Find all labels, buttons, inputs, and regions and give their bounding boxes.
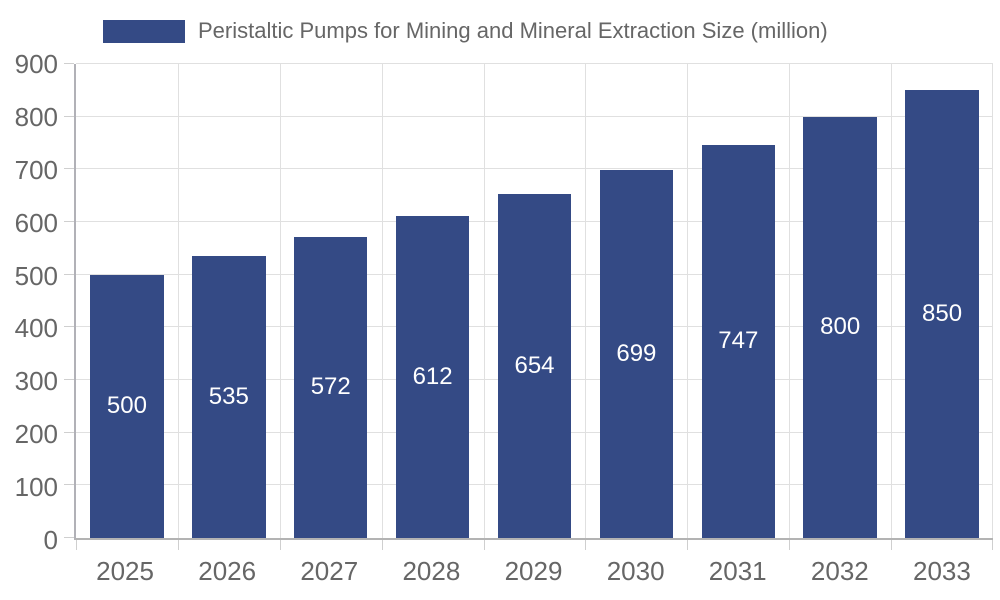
y-tick-label: 400 <box>14 313 58 344</box>
bar-2027[interactable]: 572 <box>294 236 368 538</box>
bar-value-label: 747 <box>718 327 759 355</box>
x-axis-tick <box>585 540 587 550</box>
y-tick-label: 900 <box>14 49 58 79</box>
x-tick-label: 2033 <box>913 556 971 586</box>
bar-value-label: 654 <box>514 351 555 379</box>
bar-value-label: 850 <box>922 300 963 328</box>
y-tick-label: 700 <box>14 154 58 185</box>
bar-2033[interactable]: 850 <box>905 90 979 538</box>
gridline-horizontal <box>76 63 993 64</box>
y-tick-label: 300 <box>14 366 58 397</box>
y-axis-tick <box>64 221 74 223</box>
bar-2029[interactable]: 654 <box>497 193 572 538</box>
x-axis-tick <box>177 540 179 550</box>
bar-value-label: 612 <box>412 362 453 390</box>
y-axis-tick <box>64 431 74 433</box>
gridline-horizontal <box>76 115 993 117</box>
y-axis-tick <box>64 63 74 64</box>
gridline-vertical <box>992 64 993 538</box>
y-axis-tick <box>64 484 74 486</box>
y-tick-label: 500 <box>14 260 58 291</box>
gridline-vertical <box>483 64 485 538</box>
y-tick-label: 200 <box>14 419 58 450</box>
x-tick-label: 2031 <box>708 556 767 586</box>
x-tick-label: 2029 <box>504 556 563 586</box>
x-axis-tick <box>483 540 485 550</box>
x-axis-tick <box>381 540 383 550</box>
x-axis-tick <box>687 540 689 550</box>
bar-value-label: 535 <box>208 383 249 411</box>
legend-label: Peristaltic Pumps for Mining and Mineral… <box>198 18 828 43</box>
bar-2032[interactable]: 800 <box>803 116 877 538</box>
gridline-vertical <box>177 64 179 538</box>
x-axis-labels: 2025 2026 2027 2028 2029 2030 2031 2032 2033 <box>74 556 993 590</box>
x-tick-label: 2026 <box>198 556 257 586</box>
gridline-vertical <box>891 64 893 538</box>
gridline-vertical <box>279 64 281 538</box>
bar-2031[interactable]: 747 <box>701 144 775 538</box>
gridline-vertical <box>585 64 587 538</box>
x-tick-label: 2032 <box>810 556 869 586</box>
x-tick-label: 2028 <box>402 556 461 586</box>
legend-swatch <box>103 19 185 43</box>
x-axis-tick <box>76 540 77 550</box>
bar-value-label: 500 <box>106 392 147 420</box>
legend-item[interactable]: Peristaltic Pumps for Mining and Mineral… <box>103 18 828 44</box>
bar-2028[interactable]: 612 <box>395 215 470 538</box>
y-tick-label: 600 <box>14 207 58 238</box>
gridline-vertical <box>687 64 689 538</box>
x-axis-tick <box>992 540 993 550</box>
bar-value-label: 699 <box>616 339 657 367</box>
y-tick-label: 800 <box>14 101 58 132</box>
bar-2026[interactable]: 535 <box>192 256 266 538</box>
y-axis-tick <box>64 379 74 381</box>
y-axis-tick <box>64 273 74 275</box>
bar-value-label: 572 <box>310 373 351 401</box>
gridline-horizontal <box>76 168 993 170</box>
plot-area: 500 535 572 612 654 699 747 800 850 <box>64 63 993 550</box>
gridline-vertical <box>789 64 791 538</box>
y-axis-tick <box>64 326 74 328</box>
x-axis-tick <box>891 540 893 550</box>
x-tick-label: 2030 <box>606 556 665 586</box>
x-tick-label: 2027 <box>300 556 359 586</box>
y-axis-tick <box>64 168 74 170</box>
bar-value-label: 800 <box>820 313 861 341</box>
y-axis-tick <box>64 115 74 117</box>
x-axis-tick <box>789 540 791 550</box>
y-axis-labels: 0 100 200 300 400 500 600 700 800 900 <box>0 51 58 553</box>
y-tick-label: 0 <box>43 525 58 555</box>
y-tick-label: 100 <box>14 472 58 503</box>
x-tick-label: 2025 <box>96 556 154 586</box>
bar-2025[interactable]: 500 <box>90 274 164 538</box>
y-axis-tick <box>64 537 74 538</box>
gridline-vertical <box>381 64 383 538</box>
x-axis-tick <box>279 540 281 550</box>
bar-2030[interactable]: 699 <box>599 169 674 538</box>
